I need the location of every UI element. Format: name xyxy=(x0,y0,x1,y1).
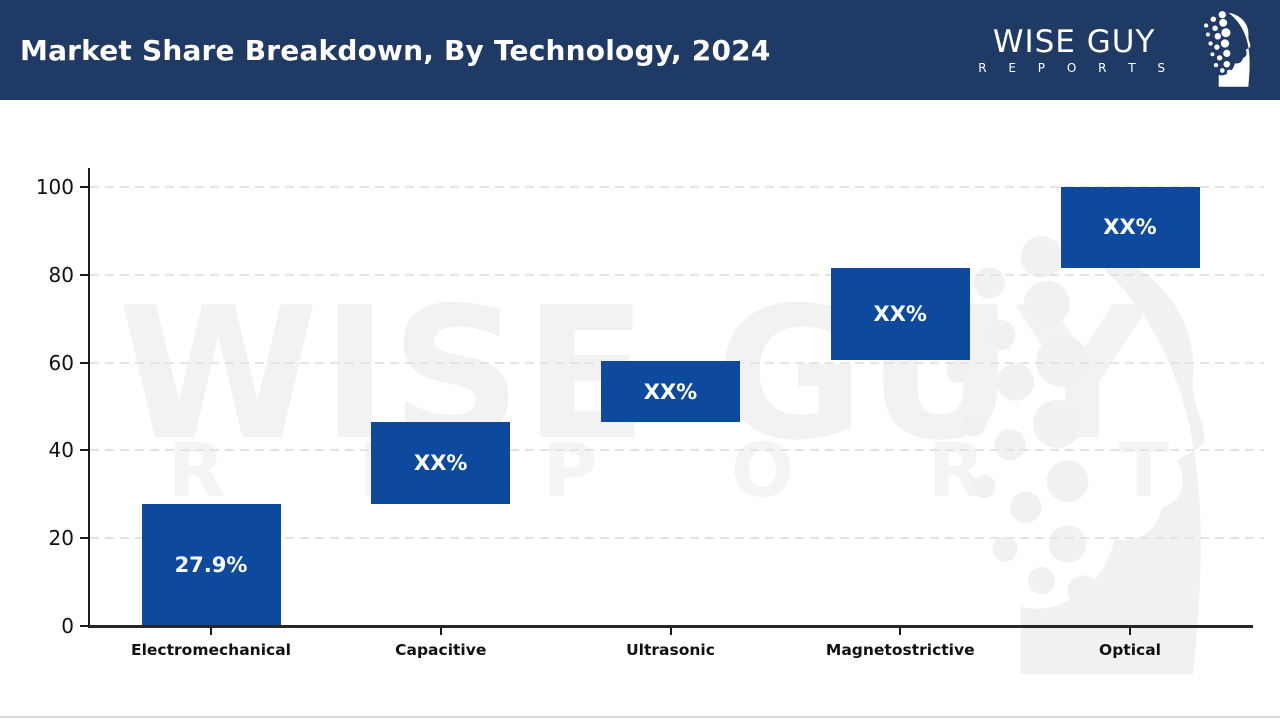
y-tick-label-100: 100 xyxy=(35,175,74,199)
gridline-20 xyxy=(90,537,1264,540)
brand-name: WISE GUY xyxy=(992,23,1156,60)
gridline-100 xyxy=(90,186,1264,188)
y-tick-label-80: 80 xyxy=(48,262,74,287)
brand-logo: WISE GUY R E P O R T S xyxy=(974,6,1252,94)
bar-value-label: XX% xyxy=(873,301,927,326)
x-tick-1 xyxy=(439,628,442,635)
bar-value-label: XX% xyxy=(1103,215,1157,240)
x-tick-3 xyxy=(899,628,902,635)
bar-value-label: XX% xyxy=(643,379,698,404)
bar-value-label: XX% xyxy=(414,450,468,475)
x-tick-label: Magnetostrictive xyxy=(825,641,975,659)
x-tick-label: Ultrasonic xyxy=(626,641,715,659)
gridline-40 xyxy=(90,449,1264,452)
bar-optical: XX% xyxy=(1060,187,1200,268)
y-tick-40 xyxy=(80,449,89,452)
y-tick-label-40: 40 xyxy=(48,438,74,463)
footer-divider xyxy=(0,716,1280,718)
x-tick-label: Optical xyxy=(1099,641,1161,659)
y-tick-60 xyxy=(80,361,89,364)
y-tick-label-0: 0 xyxy=(61,614,74,638)
x-tick-4 xyxy=(1129,628,1131,635)
y-tick-100 xyxy=(80,186,89,188)
bar-magnetostrictive: XX% xyxy=(830,267,970,360)
y-axis-line xyxy=(88,168,90,628)
bar-capacitive: XX% xyxy=(371,422,511,504)
x-tick-0 xyxy=(210,628,212,635)
logo-head-icon xyxy=(1180,6,1252,94)
y-tick-label-60: 60 xyxy=(48,350,74,375)
header-bar: Market Share Breakdown, By Technology, 2… xyxy=(0,0,1280,100)
page-title: Market Share Breakdown, By Technology, 2… xyxy=(20,33,771,67)
x-axis-line xyxy=(88,625,1253,628)
x-tick-label: Capacitive xyxy=(395,641,487,659)
y-tick-80 xyxy=(80,273,89,276)
brand-wordmark: WISE GUY R E P O R T S xyxy=(974,23,1174,75)
bar-ultrasonic: XX% xyxy=(601,361,740,423)
bar-value-label: 27.9% xyxy=(174,552,248,577)
y-tick-label-20: 20 xyxy=(48,526,74,551)
gridline-80 xyxy=(90,273,1264,276)
bar-electromechanical: 27.9% xyxy=(141,503,281,626)
y-tick-0 xyxy=(80,625,89,627)
y-tick-20 xyxy=(80,537,89,540)
brand-subtitle: R E P O R T S xyxy=(978,60,1174,75)
x-tick-2 xyxy=(669,628,672,635)
x-tick-label: Electromechanical xyxy=(131,641,291,659)
